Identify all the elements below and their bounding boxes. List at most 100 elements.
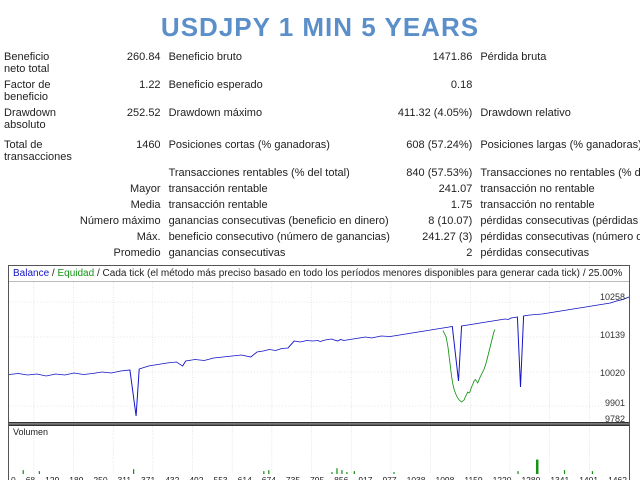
report-page: USDJPY 1 MIN 5 YEARS Beneficio neto total…	[0, 12, 640, 480]
volume-chart[interactable]: Volumen	[9, 426, 629, 474]
report-title: USDJPY 1 MIN 5 YEARS	[0, 12, 640, 43]
x-axis-label-0: 0	[11, 475, 16, 480]
stats-desc2-9: pérdidas consecutivas (número de pérdida…	[476, 229, 640, 245]
balance-legend-label[interactable]: Balance	[13, 268, 49, 279]
stats-label-4: Total de transacciones	[0, 137, 76, 165]
stats-value2-9: 241.27 (3)	[394, 229, 476, 245]
stats-value2-0: 1471.86	[394, 49, 476, 77]
chart-percent-label: 25.00%	[588, 268, 622, 279]
x-axis-label-856: 856	[334, 475, 348, 480]
stats-desc2-4: Posiciones largas (% ganadoras)	[476, 137, 640, 165]
stats-value2-2: 411.32 (4.05%)	[394, 105, 476, 133]
stats-desc1-5: Transacciones rentables (% del total)	[165, 165, 394, 181]
stats-desc2-0: Pérdida bruta	[476, 49, 640, 77]
stats-label-10	[0, 245, 76, 261]
stats-desc1-9: beneficio consecutivo (número de gananci…	[165, 229, 394, 245]
stats-row-4: Total de transacciones 1460 Posiciones co…	[0, 137, 640, 165]
stats-value2-8: 8 (10.07)	[394, 213, 476, 229]
stats-value1-5	[76, 165, 165, 181]
x-axis-label-129: 129	[45, 475, 59, 480]
stats-label-5	[0, 165, 76, 181]
stats-value1-10: Promedio	[76, 245, 165, 261]
stats-label-9	[0, 229, 76, 245]
stats-desc2-7: transacción no rentable	[476, 197, 640, 213]
stats-value1-6: Mayor	[76, 181, 165, 197]
stats-desc1-2: Drawdown máximo	[165, 105, 394, 133]
y-axis-label-10258: 10258	[600, 292, 625, 302]
stats-desc1-4: Posiciones cortas (% ganadoras)	[165, 137, 394, 165]
stats-desc1-10: ganancias consecutivas	[165, 245, 394, 261]
x-axis-label-1220: 1220	[493, 475, 512, 480]
stats-row-0: Beneficio neto total 260.84 Beneficio bru…	[0, 49, 640, 77]
x-axis-label-1159: 1159	[464, 475, 482, 480]
x-axis-label-1280: 1280	[521, 475, 540, 480]
stats-value1-4: 1460	[76, 137, 165, 165]
x-axis-label-553: 553	[213, 475, 227, 480]
stats-desc1-0: Beneficio bruto	[165, 49, 394, 77]
x-axis-label-1038: 1038	[407, 475, 426, 480]
stats-row-7: Media transacción rentable 1.75 transacc…	[0, 197, 640, 213]
stats-value2-4: 608 (57.24%)	[394, 137, 476, 165]
x-axis-label-674: 674	[262, 475, 276, 480]
y-axis-label-10139: 10139	[600, 330, 625, 340]
chart-subtitle: Cada tick (el método más preciso basado …	[103, 268, 581, 279]
stats-value2-1: 0.18	[394, 77, 476, 105]
stats-desc2-2: Drawdown relativo	[476, 105, 640, 133]
stats-row-6: Mayor transacción rentable 241.07 transa…	[0, 181, 640, 197]
x-axis-label-1341: 1341	[550, 475, 569, 480]
x-axis-label-68: 68	[26, 475, 35, 480]
x-axis-label-614: 614	[238, 475, 252, 480]
stats-desc1-1: Beneficio esperado	[165, 77, 394, 105]
stats-value1-7: Media	[76, 197, 165, 213]
stats-desc2-6: transacción no rentable	[476, 181, 640, 197]
stats-label-1: Factor de beneficio	[0, 77, 76, 105]
x-axis-label-250: 250	[93, 475, 107, 480]
x-axis-label-371: 371	[141, 475, 155, 480]
stats-value1-1: 1.22	[76, 77, 165, 105]
stats-value2-5: 840 (57.53%)	[394, 165, 476, 181]
x-axis-label-189: 189	[69, 475, 83, 480]
chart-container: Balance / Equidad / Cada tick (el método…	[8, 265, 630, 480]
stats-label-2: Drawdown absoluto	[0, 105, 76, 133]
x-axis-label-311: 311	[118, 475, 132, 480]
stats-row-8: Número máximo ganancias consecutivas (be…	[0, 213, 640, 229]
equidad-legend-label[interactable]: Equidad	[57, 268, 94, 279]
x-axis-label-917: 917	[358, 475, 372, 480]
y-axis-label-9901: 9901	[605, 398, 625, 408]
x-axis-label-1098: 1098	[435, 475, 454, 480]
x-axis-label-1462: 1462	[608, 475, 627, 480]
stats-table: Beneficio neto total 260.84 Beneficio bru…	[0, 49, 640, 261]
stats-row-9: Máx. beneficio consecutivo (número de ga…	[0, 229, 640, 245]
stats-value1-2: 252.52	[76, 105, 165, 133]
price-chart[interactable]: 10258 10139 10020 9901 9782	[9, 282, 629, 422]
stats-desc2-8: pérdidas consecutivas (pérdidas en diner…	[476, 213, 640, 229]
x-axis-label-432: 432	[165, 475, 179, 480]
stats-value2-10: 2	[394, 245, 476, 261]
stats-desc2-5: Transacciones no rentables (% del total)	[476, 165, 640, 181]
stats-value1-8: Número máximo	[76, 213, 165, 229]
stats-desc1-8: ganancias consecutivas (beneficio en din…	[165, 213, 394, 229]
chart-header: Balance / Equidad / Cada tick (el método…	[9, 266, 629, 282]
stats-desc1-7: transacción rentable	[165, 197, 394, 213]
stats-row-5: Transacciones rentables (% del total) 84…	[0, 165, 640, 181]
stats-label-7	[0, 197, 76, 213]
x-axis-label-492: 492	[189, 475, 203, 480]
stats-value2-7: 1.75	[394, 197, 476, 213]
x-axis-label-977: 977	[382, 475, 396, 480]
x-axis-label-1401: 1401	[579, 475, 598, 480]
stats-desc2-10: pérdidas consecutivas	[476, 245, 640, 261]
stats-desc2-1	[476, 77, 640, 105]
volume-label: Volumen	[13, 427, 48, 437]
y-axis-label-10020: 10020	[600, 368, 625, 378]
x-axis-label-735: 735	[286, 475, 300, 480]
stats-label-0: Beneficio neto total	[0, 49, 76, 77]
y-axis-label-9782: 9782	[605, 414, 625, 424]
stats-label-8	[0, 213, 76, 229]
price-y-axis: 10258 10139 10020 9901 9782	[587, 282, 627, 422]
stats-value1-9: Máx.	[76, 229, 165, 245]
x-axis-label-795: 795	[310, 475, 324, 480]
stats-desc1-6: transacción rentable	[165, 181, 394, 197]
stats-row-10: Promedio ganancias consecutivas 2 pérdid…	[0, 245, 640, 261]
stats-value2-6: 241.07	[394, 181, 476, 197]
stats-value1-0: 260.84	[76, 49, 165, 77]
